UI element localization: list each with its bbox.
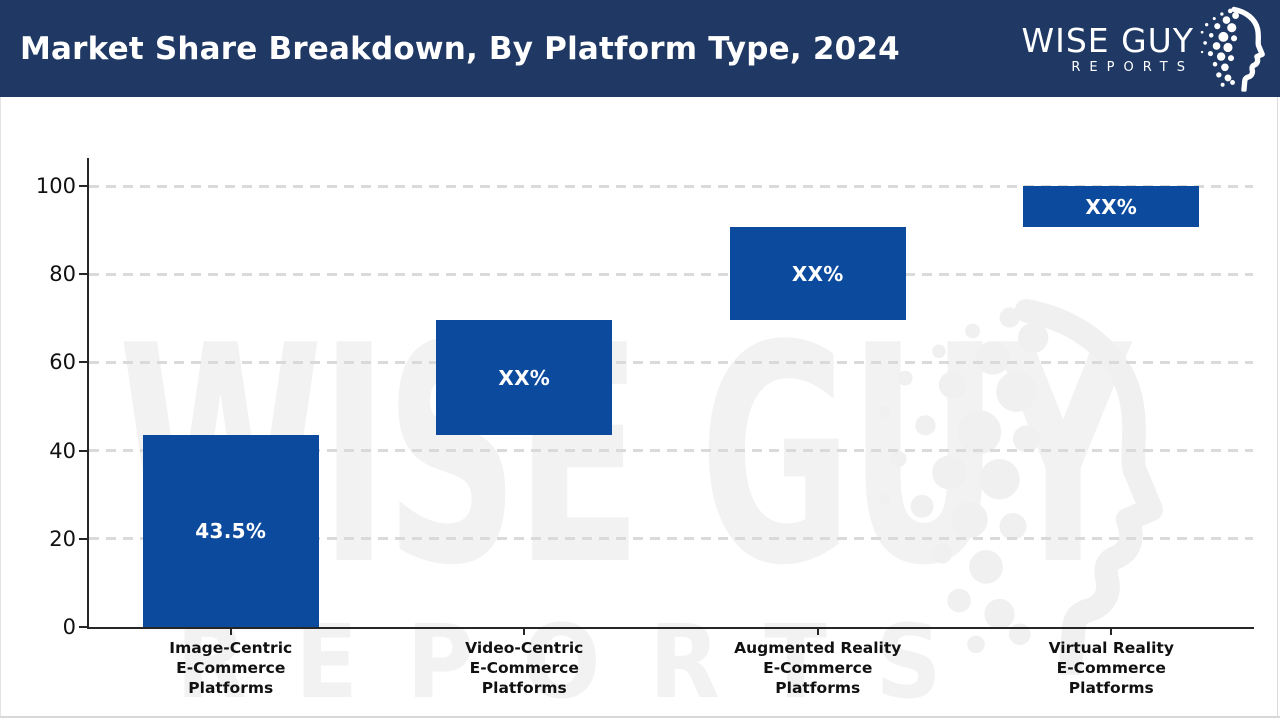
bar-value-label: 43.5% bbox=[195, 519, 267, 544]
x-axis-category-label: Augmented Reality E-Commerce Platforms bbox=[734, 639, 902, 697]
x-axis-tick bbox=[229, 629, 232, 635]
logo-subtitle: REPORTS bbox=[1071, 59, 1194, 75]
y-axis-tick-label: 0 bbox=[62, 615, 76, 639]
chart-area: WISE GUY REPORTS 0 20 40 60 80 100 43.5% Image-… bbox=[0, 97, 1280, 720]
y-axis-tick bbox=[79, 185, 87, 187]
y-axis-tick-label: 100 bbox=[35, 174, 76, 198]
y-axis-tick-label: 60 bbox=[49, 350, 76, 375]
y-axis-line bbox=[87, 158, 89, 629]
page-edge-bottom bbox=[0, 716, 1280, 718]
gridline bbox=[89, 360, 1253, 364]
gridline bbox=[89, 184, 1253, 188]
header-bar: Market Share Breakdown, By Platform Type… bbox=[0, 0, 1280, 97]
x-axis-category-label: Video-Centric E-Commerce Platforms bbox=[465, 639, 584, 697]
x-axis-tick bbox=[1110, 629, 1113, 635]
x-axis-category-label: Image-Centric E-Commerce Platforms bbox=[169, 639, 293, 697]
bar-value-label: XX% bbox=[498, 365, 551, 390]
logo-wordmark: WISE GUY bbox=[1021, 20, 1194, 60]
bar-segment: XX% bbox=[1023, 186, 1200, 227]
x-axis-line bbox=[87, 627, 1254, 629]
y-axis-tick-label: 80 bbox=[49, 262, 76, 287]
x-axis-tick bbox=[523, 629, 526, 635]
y-axis-tick bbox=[79, 537, 87, 540]
bar-segment: XX% bbox=[436, 320, 613, 436]
gridline bbox=[89, 449, 1253, 453]
y-axis-tick bbox=[79, 273, 87, 276]
x-axis-category-label: Virtual Reality E-Commerce Platforms bbox=[1048, 639, 1174, 697]
gridline bbox=[89, 272, 1253, 276]
page-title: Market Share Breakdown, By Platform Type… bbox=[20, 30, 900, 67]
x-axis-tick bbox=[816, 629, 819, 635]
y-axis-tick-label: 40 bbox=[49, 438, 76, 463]
page-edge-right bbox=[1277, 97, 1278, 718]
bar-value-label: XX% bbox=[1085, 194, 1138, 219]
y-axis-tick-label: 20 bbox=[49, 526, 76, 551]
bar-value-label: XX% bbox=[791, 261, 844, 286]
wiseguy-logo: WISE GUY REPORTS bbox=[1021, 6, 1266, 92]
y-axis-tick bbox=[79, 449, 87, 452]
page-edge-left bbox=[0, 97, 1, 718]
bar-segment: 43.5% bbox=[142, 435, 319, 627]
gridline bbox=[89, 537, 1253, 541]
y-axis-tick bbox=[79, 626, 87, 628]
bar-segment: XX% bbox=[729, 227, 906, 321]
logo-text: WISE GUY REPORTS bbox=[1021, 24, 1194, 74]
y-axis-tick bbox=[79, 361, 87, 364]
